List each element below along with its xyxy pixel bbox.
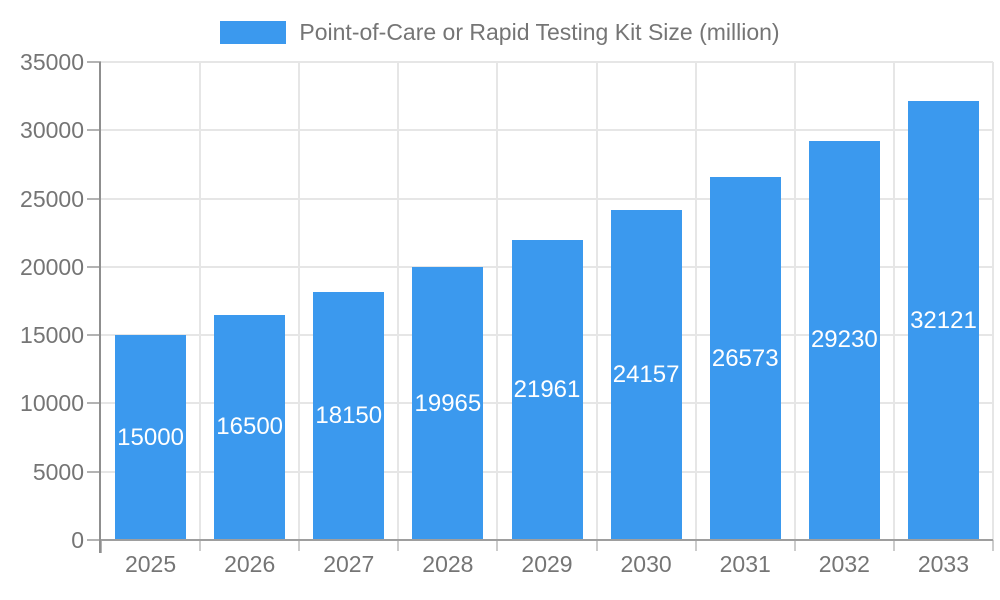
x-gridline [496,62,499,540]
y-axis-label: 35000 [20,49,84,75]
y-axis-label: 0 [71,527,84,553]
y-tick [87,470,101,473]
bar[interactable]: 21961 [511,240,583,540]
x-tick [793,540,796,551]
y-axis-label: 20000 [20,253,84,280]
x-tick [298,540,301,551]
x-axis-label: 2032 [818,551,870,577]
bar-value-label: 21961 [513,376,581,404]
bar[interactable]: 29230 [808,140,880,540]
y-axis-line [99,62,101,553]
x-tick [992,540,994,551]
x-gridline [298,62,301,540]
x-axis-label: 2028 [422,551,474,577]
x-tick [892,540,895,551]
y-tick [87,334,101,337]
x-tick [694,540,697,551]
x-axis-label: 2025 [124,551,177,577]
bar-value-label: 26573 [711,344,779,372]
x-gridline [892,62,895,540]
x-gridline [992,62,994,540]
bar-value-label: 29230 [810,326,878,354]
y-tick [87,129,101,132]
bar-value-label: 16500 [216,413,284,441]
x-axis-label: 2031 [719,551,771,577]
y-tick [87,402,101,405]
y-gridline [101,197,993,200]
y-tick [87,265,101,268]
y-axis-label: 30000 [20,117,84,144]
y-axis-tick [100,540,102,553]
bar[interactable]: 15000 [115,335,187,540]
x-gridline [793,62,796,540]
x-tick [496,540,499,551]
bar[interactable]: 18150 [313,292,385,540]
y-gridline [101,61,993,63]
bar-value-label: 19965 [414,389,482,417]
bar-value-label: 18150 [315,402,383,430]
bar[interactable]: 26573 [709,177,781,540]
x-gridline [199,62,202,540]
bar[interactable]: 24157 [610,210,682,540]
legend[interactable]: Point-of-Care or Rapid Testing Kit Size … [0,17,1000,47]
x-gridline [694,62,697,540]
x-gridline [397,62,400,540]
y-tick [87,61,101,63]
x-tick [397,540,400,551]
bar[interactable]: 16500 [214,314,286,540]
legend-swatch [220,20,287,44]
bar-value-label: 24157 [612,361,680,389]
y-axis-label: 25000 [20,185,84,212]
y-axis-label: 15000 [20,322,84,349]
y-tick [87,197,101,200]
y-tick [87,539,101,541]
x-axis-label: 2026 [224,551,276,577]
x-gridline [595,62,598,540]
plot-area: 15000 16500 18150 19965 21961 24157 26573 29230… [101,61,994,540]
x-axis-line [101,539,993,541]
x-axis-label: 2033 [917,551,970,577]
y-axis-label: 10000 [20,390,84,417]
y-gridline [101,129,993,132]
x-axis-label: 2027 [323,551,375,577]
x-axis-label: 2030 [620,551,672,577]
y-axis-label: 5000 [32,458,84,485]
legend-label: Point-of-Care or Rapid Testing Kit Size … [299,19,780,45]
x-axis-label: 2029 [521,551,573,577]
bar-value-label: 15000 [117,423,184,451]
x-tick [199,540,202,551]
bar[interactable]: 32121 [907,101,979,540]
bar-value-label: 32121 [910,306,977,334]
bar[interactable]: 19965 [412,267,484,540]
x-tick [595,540,598,551]
